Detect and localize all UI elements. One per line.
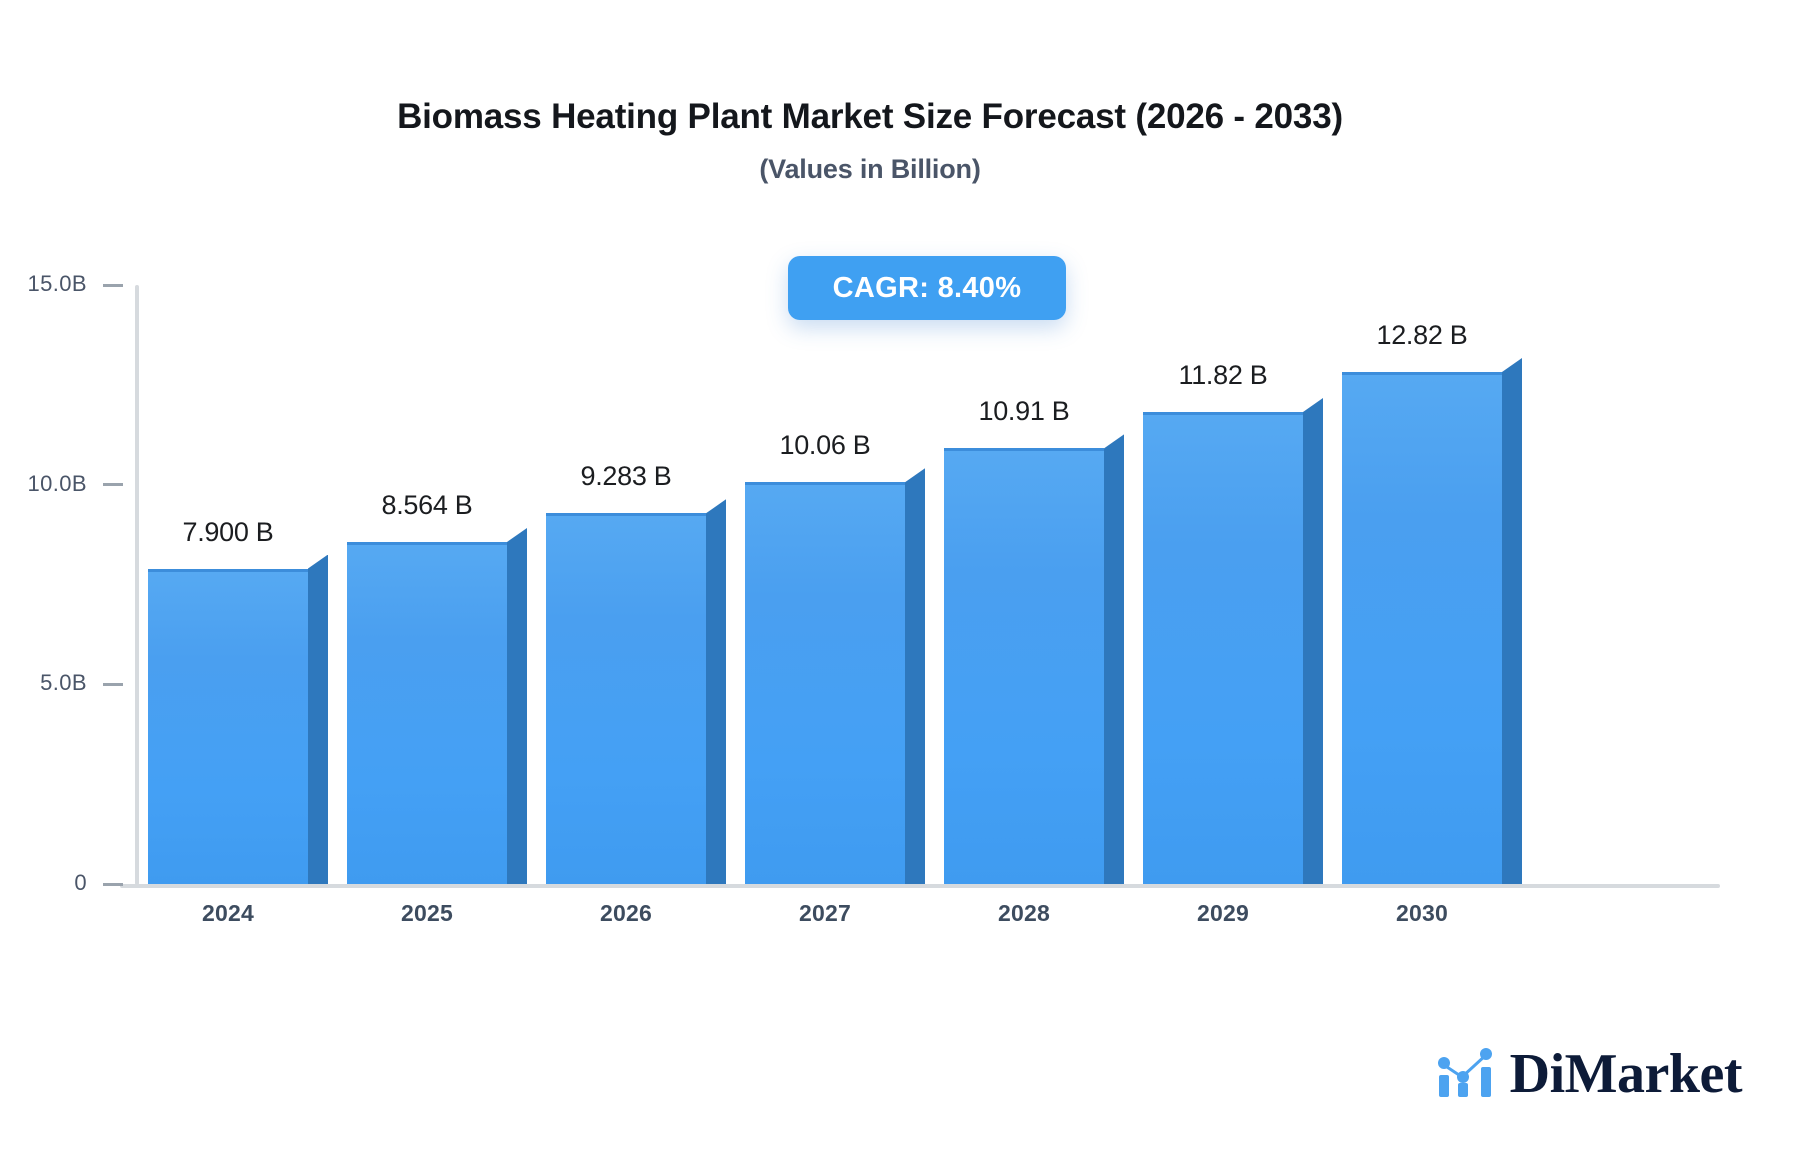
bar-front-face[interactable] [1143, 411, 1303, 884]
bar-front-face[interactable] [944, 448, 1104, 884]
x-axis-category-label: 2030 [1396, 900, 1448, 926]
y-axis-tick-label: 0 [74, 870, 87, 895]
bar-front-face[interactable] [347, 542, 507, 884]
bar-group: 12.82 B 2030 [1342, 0, 1522, 1156]
y-axis-tick-label: 15.0B [27, 271, 87, 296]
bar-group: 11.82 B 2029 [1143, 0, 1323, 1156]
bar-value-label: 10.91 B [978, 396, 1070, 427]
x-axis-line [120, 884, 1720, 888]
bar-group: 7.900 B 2024 [148, 0, 328, 1156]
bar-front-face[interactable] [148, 568, 308, 884]
bar-chart-icon [1434, 1043, 1496, 1104]
bar-value-label: 9.283 B [580, 461, 672, 492]
bar-value-label: 11.82 B [1178, 359, 1268, 390]
y-axis-line [135, 285, 139, 885]
bar-front-face[interactable] [745, 482, 905, 884]
chart-subtitle: (Values in Billion) [759, 154, 981, 184]
x-axis-category-label: 2029 [1197, 900, 1249, 926]
y-axis-tick-label: 10.0B [27, 470, 87, 496]
y-axis-tick-mark [103, 882, 123, 886]
cagr-badge: CAGR: 8.40% [788, 256, 1066, 320]
bar-side-face [706, 499, 726, 884]
bar-group: 8.564 B 2025 [347, 0, 527, 1156]
bar-column[interactable] [546, 499, 726, 884]
bar-side-face [507, 528, 527, 884]
page-title: Biomass Heating Plant Market Size Foreca… [397, 97, 1343, 136]
bar-side-face [308, 554, 328, 884]
y-axis-tick-mark [103, 283, 123, 287]
bar-side-face [1104, 434, 1124, 884]
x-axis-category-label: 2024 [202, 900, 254, 926]
bar-series: 7.900 B 2024 8.564 B 2025 9.283 B 2026 10.06 B… [148, 0, 1708, 1156]
bar-side-face [1502, 358, 1522, 884]
bar-group: 10.91 B 2028 [944, 0, 1124, 1156]
bar-column[interactable] [1342, 358, 1522, 884]
bar-group: 9.283 B 2026 [546, 0, 726, 1156]
y-axis-tick-label: 5.0B [40, 670, 87, 696]
x-axis-category-label: 2025 [401, 900, 453, 926]
bar-column[interactable] [745, 468, 925, 884]
bar-value-label: 7.900 B [182, 516, 274, 547]
bar-front-face[interactable] [1342, 372, 1502, 884]
bar-front-face[interactable] [546, 513, 706, 884]
bar-group: 10.06 B 2027 [745, 0, 925, 1156]
x-axis-category-label: 2028 [998, 900, 1050, 926]
logo-wordmark: DiMarket [1509, 1042, 1743, 1105]
bar-value-label: 8.564 B [381, 490, 473, 520]
y-axis-tick-mark [103, 682, 123, 686]
bar-column[interactable] [347, 528, 527, 884]
dimarket-logo: DiMarket [1434, 1042, 1743, 1105]
bar-column[interactable] [148, 554, 328, 884]
bar-side-face [905, 468, 925, 884]
chart-header: Biomass Heating Plant Market Size Foreca… [0, 96, 1800, 185]
bar-value-label: 10.06 B [779, 430, 871, 461]
bar-column[interactable] [944, 434, 1124, 884]
bar-side-face [1303, 397, 1323, 884]
cagr-badge-label: CAGR: 8.40% [832, 271, 1022, 304]
x-axis-category-label: 2026 [600, 900, 652, 926]
bar-value-label: 12.82 B [1376, 320, 1468, 351]
x-axis-category-label: 2027 [799, 900, 851, 926]
bar-column[interactable] [1143, 397, 1323, 884]
y-axis-tick-mark [103, 483, 123, 487]
